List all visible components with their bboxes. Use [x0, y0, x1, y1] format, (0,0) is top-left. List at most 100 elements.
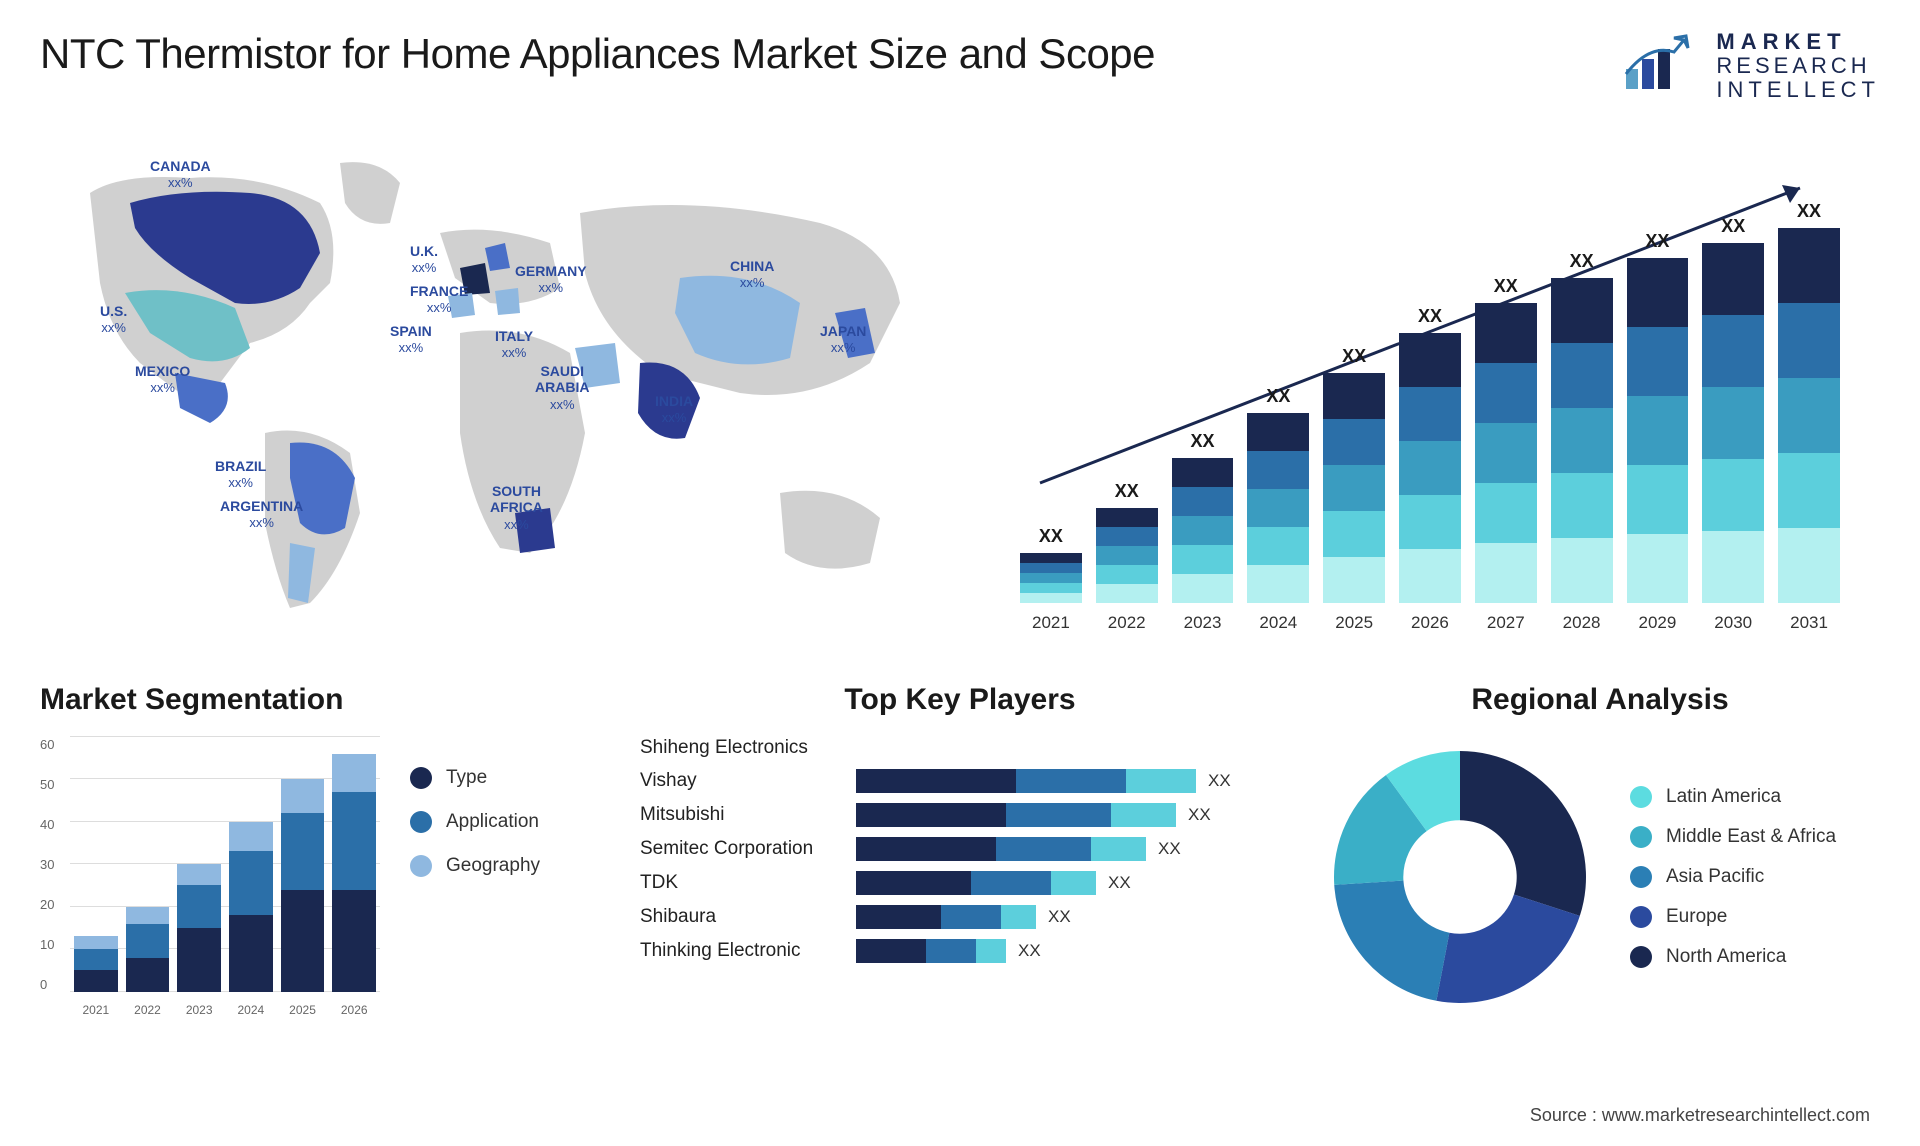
legend-swatch	[1630, 866, 1652, 888]
player-value: XX	[1188, 805, 1211, 825]
seg-ytick: 60	[40, 737, 68, 752]
growth-xaxis-label: 2028	[1551, 613, 1613, 633]
growth-bar: XX	[1627, 231, 1689, 603]
growth-chart-panel: XXXXXXXXXXXXXXXXXXXXXX 20212022202320242…	[980, 133, 1880, 633]
donut-slice	[1460, 751, 1586, 916]
legend-label: North America	[1666, 946, 1786, 968]
player-bar	[856, 939, 1006, 963]
map-label: ITALYxx%	[495, 328, 533, 362]
growth-bar-value: XX	[1418, 306, 1442, 327]
player-bar	[856, 905, 1036, 929]
player-row: Shibaura XX	[640, 905, 1280, 929]
world-map-panel: CANADAxx%U.S.xx%MEXICOxx%BRAZILxx%ARGENT…	[40, 133, 940, 633]
player-value: XX	[1018, 941, 1041, 961]
donut-slice	[1334, 880, 1449, 1000]
page-title: NTC Thermistor for Home Appliances Marke…	[40, 30, 1155, 78]
legend-label: Middle East & Africa	[1666, 826, 1836, 848]
growth-bar-value: XX	[1342, 346, 1366, 367]
map-label: FRANCExx%	[410, 283, 468, 317]
regional-panel: Regional Analysis Latin AmericaMiddle Ea…	[1320, 683, 1880, 1017]
seg-bar	[281, 779, 325, 992]
legend-item: Asia Pacific	[1630, 866, 1880, 888]
growth-bar: XX	[1702, 216, 1764, 603]
segmentation-legend: Type Application Geography	[410, 737, 600, 1017]
player-row: Semitec CorporationXX	[640, 837, 1280, 861]
map-label: ARGENTINAxx%	[220, 498, 303, 532]
growth-bar-value: XX	[1115, 481, 1139, 502]
legend-label: Europe	[1666, 906, 1727, 928]
growth-bar: XX	[1096, 481, 1158, 603]
regional-donut-chart	[1320, 737, 1600, 1017]
player-name: Shiheng Electronics	[640, 737, 840, 759]
seg-ytick: 50	[40, 777, 68, 792]
seg-ytick: 30	[40, 857, 68, 872]
legend-swatch	[410, 811, 432, 833]
growth-bar-value: XX	[1721, 216, 1745, 237]
legend-item: North America	[1630, 946, 1880, 968]
player-bar	[856, 871, 1096, 895]
key-players-list: Shiheng ElectronicsVishayXXMitsubishiXXS…	[640, 737, 1280, 963]
player-row: VishayXX	[640, 769, 1280, 793]
seg-bar	[74, 936, 118, 991]
regional-legend: Latin AmericaMiddle East & AfricaAsia Pa…	[1630, 786, 1880, 968]
seg-ytick: 10	[40, 937, 68, 952]
growth-bar: XX	[1551, 251, 1613, 603]
player-name: Shibaura	[640, 906, 840, 928]
legend-item: Type	[410, 767, 600, 789]
growth-xaxis-label: 2022	[1096, 613, 1158, 633]
growth-xaxis-label: 2029	[1627, 613, 1689, 633]
logo-icon	[1624, 34, 1704, 99]
legend-item: Europe	[1630, 906, 1880, 928]
player-name: Mitsubishi	[640, 804, 840, 826]
key-players-title: Top Key Players	[640, 683, 1280, 717]
player-name: Semitec Corporation	[640, 838, 840, 860]
logo: MARKET RESEARCH INTELLECT	[1624, 30, 1880, 103]
player-value: XX	[1048, 907, 1071, 927]
legend-swatch	[1630, 906, 1652, 928]
player-bar	[856, 803, 1176, 827]
player-name: TDK	[640, 872, 840, 894]
map-label: SPAINxx%	[390, 323, 432, 357]
map-label: BRAZILxx%	[215, 458, 266, 492]
growth-bar: XX	[1399, 306, 1461, 603]
logo-text: MARKET RESEARCH INTELLECT	[1716, 30, 1880, 103]
growth-bar: XX	[1475, 276, 1537, 603]
legend-item: Middle East & Africa	[1630, 826, 1880, 848]
growth-bar-value: XX	[1039, 526, 1063, 547]
seg-bar	[332, 754, 376, 992]
growth-bar: XX	[1778, 201, 1840, 603]
growth-bar-value: XX	[1797, 201, 1821, 222]
growth-bar-value: XX	[1266, 386, 1290, 407]
growth-bar: XX	[1020, 526, 1082, 603]
seg-ytick: 20	[40, 897, 68, 912]
growth-xaxis-label: 2026	[1399, 613, 1461, 633]
growth-xaxis-label: 2024	[1247, 613, 1309, 633]
seg-ytick: 40	[40, 817, 68, 832]
legend-swatch	[1630, 786, 1652, 808]
legend-swatch	[410, 767, 432, 789]
bottom-row: Market Segmentation 0102030405060 202120…	[40, 683, 1880, 1017]
map-label: U.S.xx%	[100, 303, 127, 337]
map-label: CHINAxx%	[730, 258, 774, 292]
growth-bar-value: XX	[1570, 251, 1594, 272]
legend-item: Application	[410, 811, 600, 833]
legend-label: Geography	[446, 855, 540, 877]
growth-xaxis-label: 2025	[1323, 613, 1385, 633]
donut-slice	[1436, 894, 1579, 1002]
growth-bar-value: XX	[1645, 231, 1669, 252]
growth-xaxis-label: 2023	[1172, 613, 1234, 633]
player-name: Vishay	[640, 770, 840, 792]
legend-label: Asia Pacific	[1666, 866, 1764, 888]
legend-swatch	[410, 855, 432, 877]
player-name: Thinking Electronic	[640, 940, 840, 962]
player-row: Shiheng Electronics	[640, 737, 1280, 759]
segmentation-panel: Market Segmentation 0102030405060 202120…	[40, 683, 600, 1017]
growth-bar: XX	[1247, 386, 1309, 603]
segmentation-title: Market Segmentation	[40, 683, 600, 717]
player-bar	[856, 837, 1146, 861]
segmentation-chart: 0102030405060 202120222023202420252026	[40, 737, 380, 1017]
seg-xaxis-label: 2024	[229, 1003, 273, 1017]
legend-item: Geography	[410, 855, 600, 877]
player-value: XX	[1108, 873, 1131, 893]
growth-bar-value: XX	[1494, 276, 1518, 297]
